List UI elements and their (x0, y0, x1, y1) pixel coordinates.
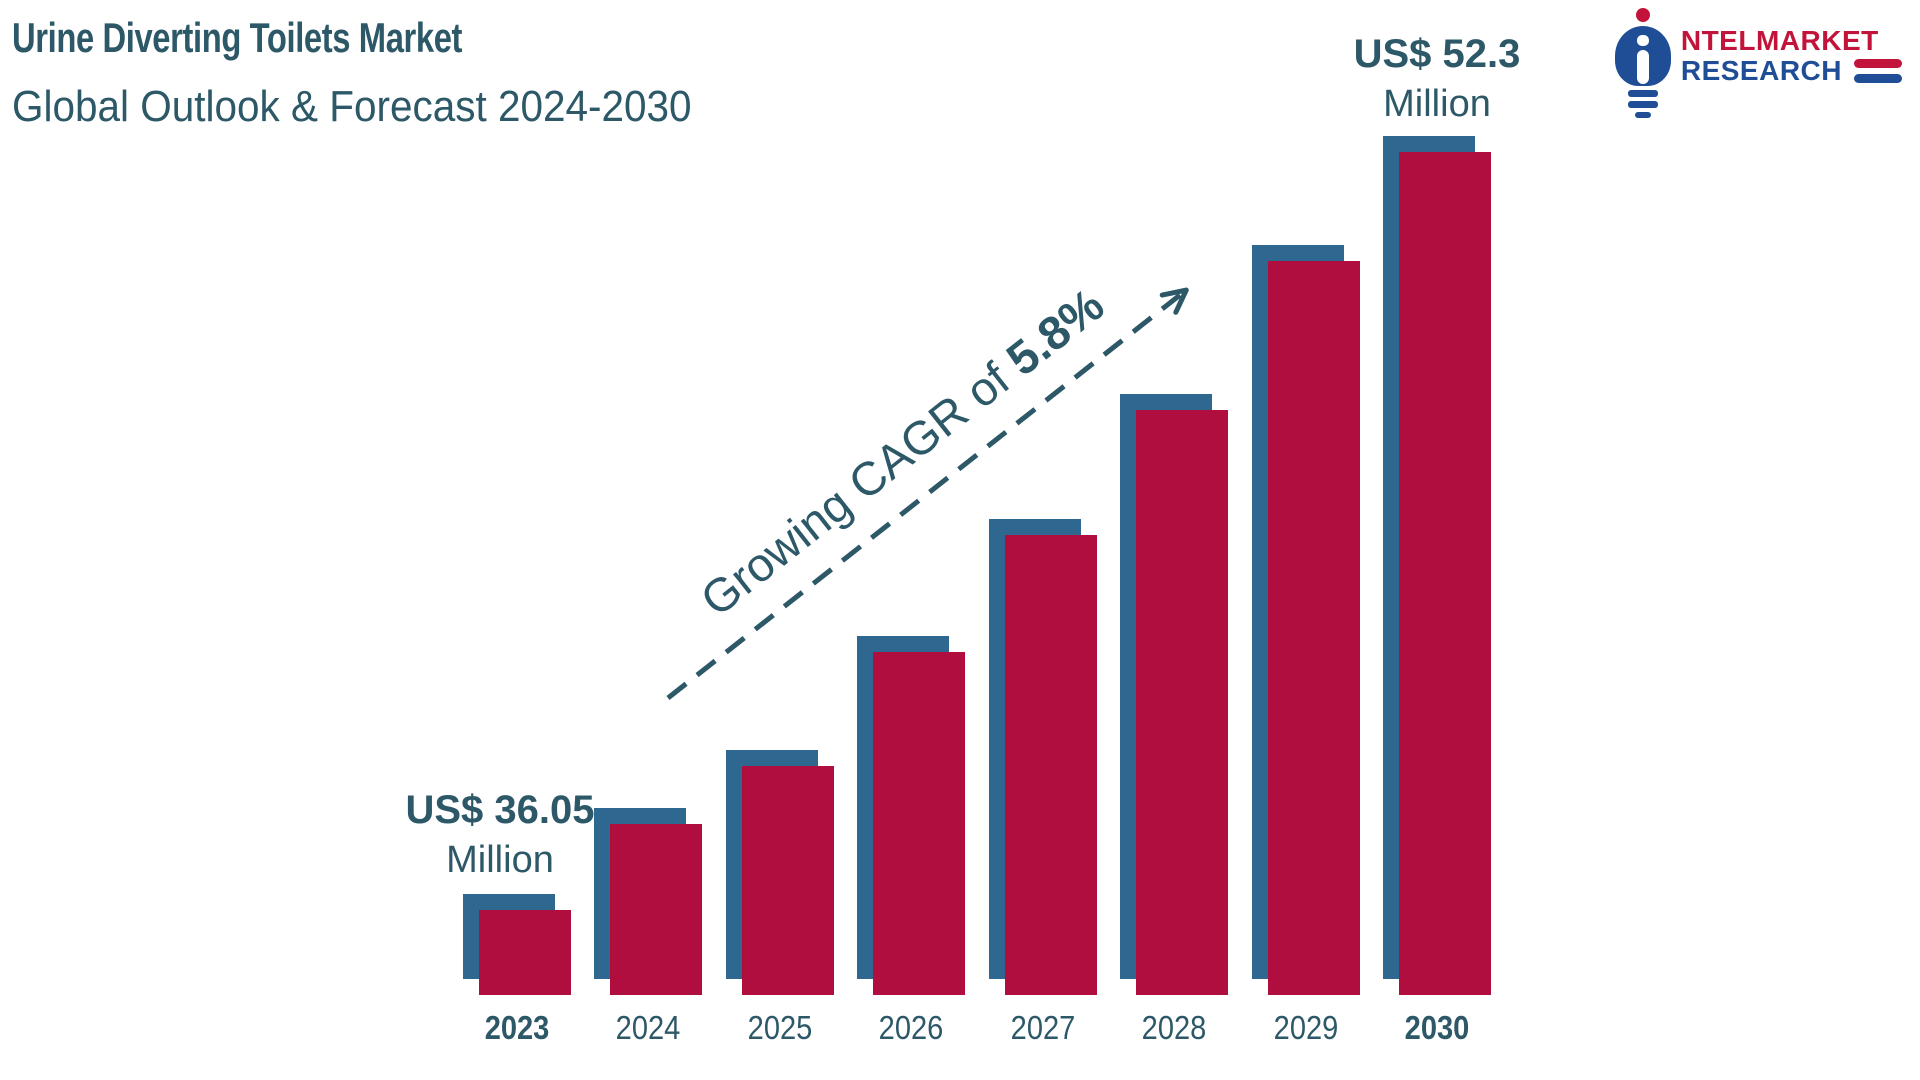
page-subtitle: Global Outlook & Forecast 2024-2030 (12, 82, 692, 131)
bar-group-2029: 2029 (1251, 135, 1360, 1046)
x-axis-label-2025: 2025 (747, 1009, 813, 1046)
bulb-red-dot-icon (1635, 8, 1650, 22)
x-axis-label-2030: 2030 (1404, 1009, 1470, 1046)
value-2023: US$ 36.05 (405, 788, 595, 832)
x-axis-label-2029: 2029 (1273, 1009, 1338, 1046)
lightbulb-i-icon (1611, 8, 1675, 118)
value-2030: US$ 52.3 (1353, 32, 1521, 76)
bar-2029 (1267, 261, 1360, 995)
bulb-foot-bar (1634, 112, 1651, 118)
bulb-i-dot (1636, 35, 1649, 46)
bar-group-2030: 2030 (1382, 135, 1491, 1046)
value-label-2030: US$ 52.3 Million (1277, 32, 1597, 126)
bulb-base-bar (1627, 101, 1658, 108)
x-axis-label-2028: 2028 (1141, 1009, 1207, 1046)
equals-bars-icon (1854, 59, 1902, 84)
bulb-body-icon (1614, 26, 1671, 86)
x-axis-label-2026: 2026 (878, 1009, 944, 1046)
bar-2028 (1136, 410, 1229, 995)
x-axis-label-2024: 2024 (616, 1009, 681, 1046)
bar-2024 (610, 824, 703, 995)
bar-2026 (873, 652, 966, 995)
brand-wordmark: NTELMARKET RESEARCH (1681, 26, 1902, 88)
bulb-base-bar (1627, 90, 1658, 97)
x-axis-label-2027: 2027 (1010, 1009, 1075, 1046)
value-unit-2030: Million (1383, 83, 1491, 125)
bar-group-2023: 2023 (463, 135, 571, 1046)
value-label-2023: US$ 36.05 Million (340, 788, 660, 882)
bar-chart: 2023 2024 2025 2026 2027 2028 2029 2030 (463, 135, 1491, 1046)
bar-group-2028: 2028 (1120, 135, 1229, 1046)
brand-logo: NTELMARKET RESEARCH (1611, 8, 1902, 118)
x-axis-label-2023: 2023 (484, 1009, 550, 1046)
brand-name-line1: NTELMARKET (1680, 25, 1879, 56)
bulb-i-stem (1636, 50, 1649, 84)
bar-group-2025: 2025 (725, 135, 834, 1046)
bar-2023 (479, 910, 571, 995)
bar-group-2027: 2027 (988, 135, 1097, 1046)
bar-2027 (1004, 535, 1097, 995)
bar-group-2024: 2024 (594, 135, 703, 1046)
value-unit-2023: Million (446, 839, 554, 881)
bar-2030 (1398, 152, 1491, 995)
page-title: Urine Diverting Toilets Market (12, 14, 463, 61)
bar-group-2026: 2026 (857, 135, 966, 1046)
brand-name-line2: RESEARCH (1680, 55, 1842, 87)
bar-2025 (741, 766, 834, 995)
title-block: Urine Diverting Toilets Market Global Ou… (12, 14, 751, 132)
